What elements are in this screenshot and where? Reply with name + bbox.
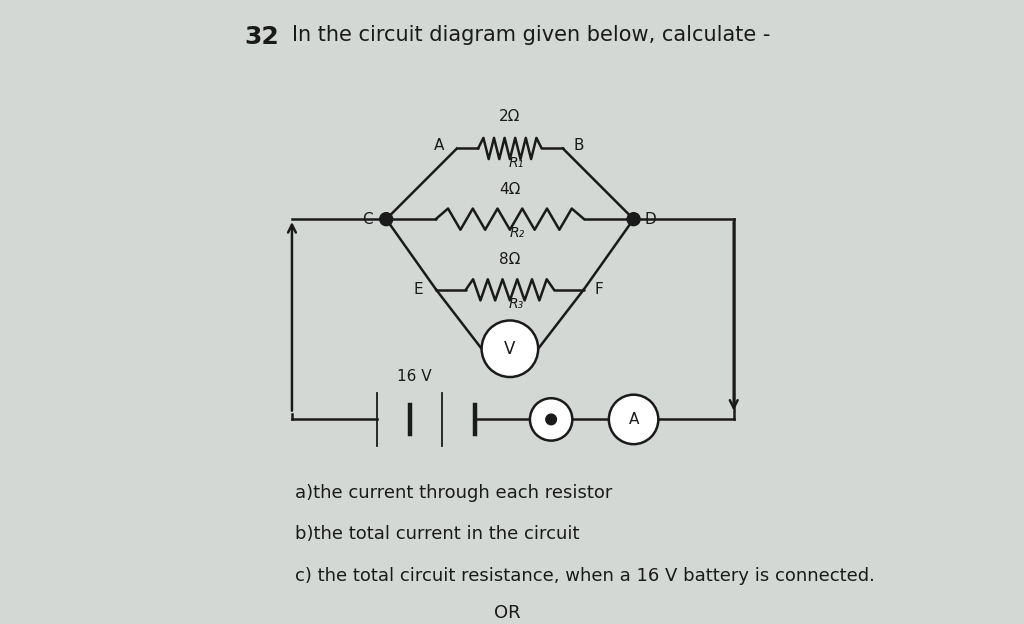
Text: 2Ω: 2Ω — [500, 109, 520, 124]
Text: 4Ω: 4Ω — [500, 182, 520, 197]
Text: E: E — [414, 282, 423, 298]
Text: F: F — [594, 282, 603, 298]
Text: OR: OR — [494, 604, 520, 622]
Text: 8Ω: 8Ω — [500, 253, 520, 268]
Text: b)the total current in the circuit: b)the total current in the circuit — [295, 525, 580, 544]
Text: B: B — [573, 138, 584, 153]
Text: D: D — [644, 212, 656, 227]
Circle shape — [627, 213, 640, 226]
Circle shape — [609, 395, 658, 444]
Circle shape — [380, 213, 392, 226]
Circle shape — [530, 398, 572, 441]
Text: R₃: R₃ — [508, 297, 523, 311]
Text: a)the current through each resistor: a)the current through each resistor — [295, 484, 612, 502]
Text: 16 V: 16 V — [397, 369, 431, 384]
Text: R₂: R₂ — [509, 227, 524, 240]
Text: A: A — [629, 412, 639, 427]
Text: V: V — [504, 339, 515, 358]
Circle shape — [481, 321, 539, 377]
Text: C: C — [362, 212, 373, 227]
Circle shape — [546, 414, 556, 425]
Text: A: A — [433, 138, 444, 153]
Text: R₁: R₁ — [508, 155, 523, 170]
Text: c) the total circuit resistance, when a 16 V battery is connected.: c) the total circuit resistance, when a … — [295, 567, 874, 585]
Text: 32: 32 — [245, 25, 280, 49]
Text: In the circuit diagram given below, calculate -: In the circuit diagram given below, calc… — [292, 25, 770, 45]
